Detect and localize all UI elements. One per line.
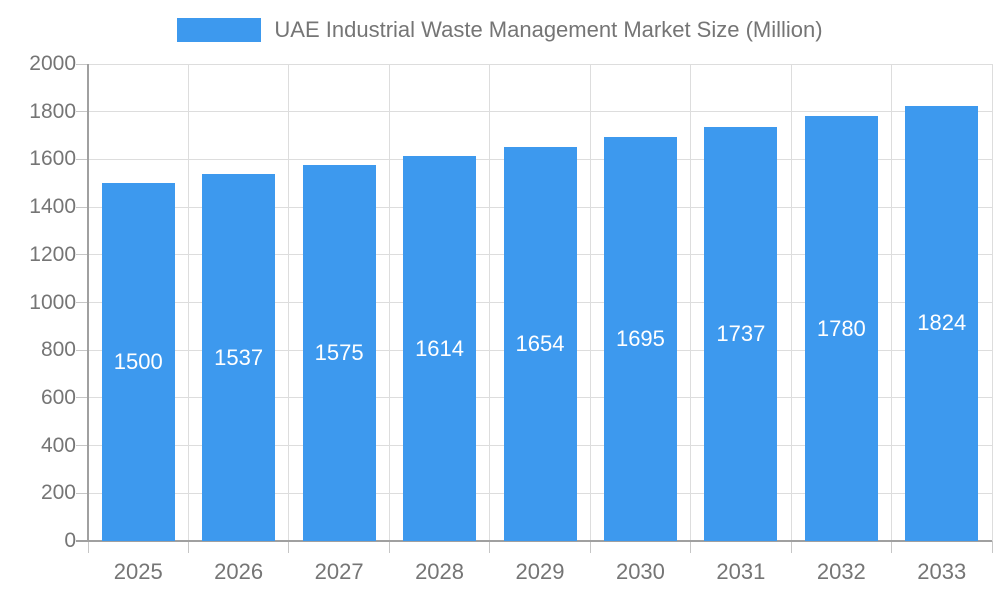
bar-2026[interactable]: 1537 (202, 174, 276, 541)
bar-value-label: 1500 (113, 349, 163, 375)
bar-2032[interactable]: 1780 (804, 116, 878, 541)
gridline-horizontal (88, 111, 992, 113)
gridline-vertical (489, 64, 491, 541)
y-axis-label: 1000 (29, 290, 76, 314)
x-axis-label: 2028 (415, 559, 465, 584)
bar-2025[interactable]: 1500 (101, 183, 175, 541)
y-axis-label: 200 (40, 481, 76, 505)
y-axis-tick (76, 445, 88, 447)
y-axis-tick (76, 158, 88, 160)
x-axis-label: 2030 (615, 559, 665, 584)
y-axis-tick (76, 63, 88, 65)
y-axis-label: 800 (40, 338, 76, 362)
x-axis-label: 2026 (214, 559, 264, 584)
y-axis-label: 1200 (29, 242, 76, 266)
bar-2027[interactable]: 1575 (302, 165, 376, 541)
gridline-vertical (388, 64, 390, 541)
x-axis-label: 2025 (113, 559, 163, 584)
bar-2028[interactable]: 1614 (403, 156, 477, 541)
x-axis (76, 540, 992, 542)
bar-value-label: 1695 (615, 325, 665, 351)
x-axis-tick (87, 541, 89, 553)
gridline-vertical (991, 64, 993, 541)
x-axis-tick (489, 541, 491, 553)
x-axis-tick (790, 541, 792, 553)
x-axis-tick (991, 541, 993, 553)
y-axis-label: 2000 (29, 52, 76, 75)
gridline-vertical (891, 64, 893, 541)
x-axis-tick (288, 541, 290, 553)
x-axis-tick (187, 541, 189, 553)
x-axis-label: 2032 (816, 559, 866, 584)
legend-label: UAE Industrial Waste Management Market S… (274, 17, 823, 42)
x-axis-label: 2031 (716, 559, 766, 584)
y-axis-tick (76, 254, 88, 256)
gridline-vertical (690, 64, 692, 541)
x-axis-label: 2029 (515, 559, 565, 584)
bar-2033[interactable]: 1824 (905, 105, 979, 541)
x-axis-tick (589, 541, 591, 553)
gridline-vertical (187, 64, 189, 541)
x-axis-tick (690, 541, 692, 553)
x-axis-tick (388, 541, 390, 553)
bar-value-label: 1537 (214, 344, 264, 370)
y-axis-label: 0 (64, 529, 76, 552)
bar-value-label: 1737 (716, 320, 766, 346)
x-axis-label: 2027 (314, 559, 364, 584)
bar-value-label: 1824 (917, 310, 967, 336)
y-axis-tick (76, 397, 88, 399)
legend-swatch-icon (177, 18, 262, 42)
y-axis-label: 1400 (29, 195, 76, 219)
bar-value-label: 1654 (515, 330, 565, 356)
bar-2030[interactable]: 1695 (603, 136, 677, 541)
y-axis-label: 1600 (29, 147, 76, 171)
y-axis (87, 64, 89, 541)
y-axis-tick (76, 302, 88, 303)
bar-value-label: 1575 (314, 340, 364, 366)
y-axis-label: 400 (40, 433, 76, 457)
bar-value-label: 1780 (816, 315, 866, 341)
bar-2031[interactable]: 1737 (704, 126, 778, 541)
x-axis-label: 2033 (917, 559, 967, 584)
y-axis-label: 600 (40, 385, 76, 409)
gridline-vertical (589, 64, 591, 541)
bar-2029[interactable]: 1654 (503, 146, 577, 541)
y-axis-tick (76, 206, 88, 208)
bar-value-label: 1614 (415, 335, 465, 361)
gridline-vertical (790, 64, 792, 541)
gridline-horizontal (88, 63, 992, 65)
legend-item[interactable]: UAE Industrial Waste Management Market S… (0, 15, 1000, 45)
y-axis-tick (76, 492, 88, 494)
gridline-vertical (288, 64, 290, 541)
y-axis-tick (76, 111, 88, 113)
y-axis-label: 1800 (29, 99, 76, 123)
y-axis-tick (76, 349, 88, 351)
x-axis-tick (891, 541, 893, 553)
